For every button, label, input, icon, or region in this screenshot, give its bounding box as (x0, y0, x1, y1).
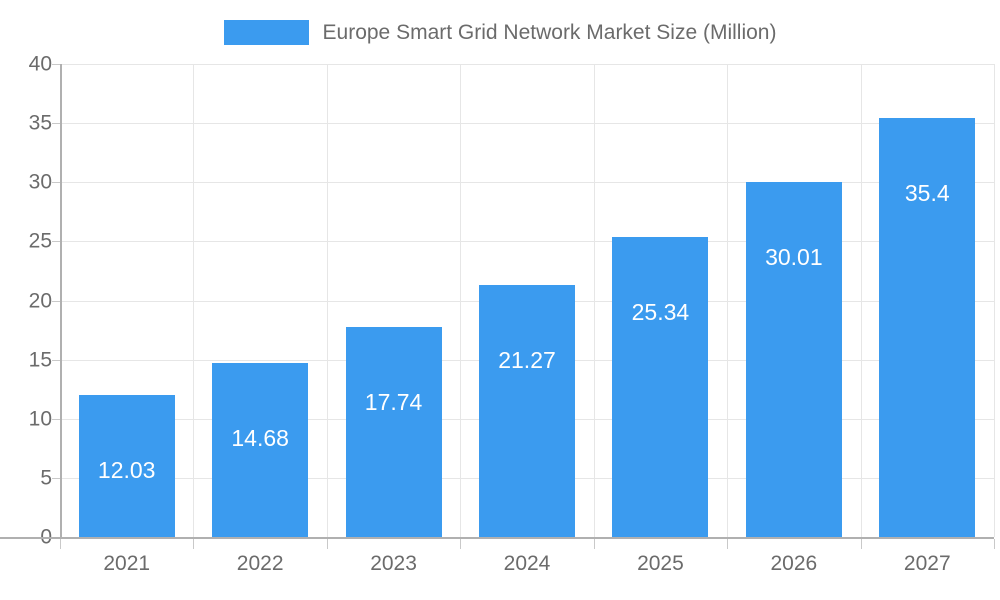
chart-legend: Europe Smart Grid Network Market Size (M… (0, 14, 1000, 50)
y-axis-tick-label: 5 (40, 466, 52, 490)
y-axis-line (60, 64, 62, 538)
gridline-vertical (193, 64, 194, 537)
legend-color-swatch[interactable] (223, 19, 309, 45)
gridline-vertical (327, 64, 328, 537)
x-axis-tick-label: 2027 (903, 552, 951, 575)
bar-value-label: 25.34 (631, 299, 690, 326)
gridline-vertical (727, 64, 728, 537)
x-axis-tick-mark (327, 539, 328, 549)
x-axis-tick-mark (994, 539, 995, 549)
y-axis: 0510152025303540 (0, 0, 60, 600)
bar-value-label: 14.68 (231, 425, 289, 452)
x-axis-tick-mark (193, 539, 194, 549)
bar-value-label: 21.27 (498, 347, 556, 374)
x-axis-tick-mark (727, 539, 728, 549)
x-axis-tick-mark (460, 539, 461, 549)
bar[interactable]: 35.4 (879, 118, 976, 537)
gridline-horizontal (60, 182, 994, 184)
x-axis-tick-label: 2025 (637, 552, 684, 575)
bar[interactable]: 21.27 (479, 285, 575, 537)
x-axis-tick-label: 2023 (370, 552, 417, 575)
gridline-horizontal (60, 123, 994, 125)
y-axis-tick-mark (52, 64, 60, 65)
y-axis-tick-mark (52, 477, 60, 479)
y-axis-tick-mark (52, 123, 60, 125)
plot-area: 12.03 14.68 17.74 21.27 25.34 30.01 35.4 (60, 64, 995, 538)
gridline-vertical (594, 64, 595, 537)
gridline-vertical (861, 64, 862, 537)
bar[interactable]: 25.34 (612, 237, 709, 537)
bar[interactable]: 12.03 (78, 394, 175, 537)
x-axis-line (0, 537, 994, 539)
bar-value-label: 30.01 (765, 244, 823, 271)
bar[interactable]: 14.68 (212, 363, 309, 537)
gridline-horizontal (60, 64, 994, 65)
legend-label[interactable]: Europe Smart Grid Network Market Size (M… (322, 20, 777, 44)
y-axis-tick-label: 35 (28, 111, 52, 135)
y-axis-tick-label: 10 (28, 407, 52, 431)
x-axis-tick-label: 2022 (236, 552, 284, 575)
x-axis-tick-mark (60, 539, 61, 549)
x-axis-tick-mark (594, 539, 595, 549)
y-axis-tick-label: 25 (28, 229, 52, 253)
bar[interactable]: 30.01 (745, 182, 842, 537)
bar[interactable]: 17.74 (345, 327, 442, 537)
x-axis-tick-label: 2021 (103, 552, 151, 575)
gridline-vertical (460, 64, 461, 537)
y-axis-tick-mark (52, 359, 60, 361)
x-axis-tick-mark (861, 539, 862, 549)
y-axis-tick-label: 15 (28, 348, 52, 372)
y-axis-tick-mark (52, 241, 60, 243)
gridline-vertical (994, 64, 995, 537)
y-axis-tick-mark (52, 418, 60, 420)
x-axis-tick-label: 2024 (503, 552, 551, 575)
y-axis-tick-label: 40 (28, 52, 52, 76)
y-axis-tick-mark (52, 182, 60, 184)
y-axis-tick-mark (52, 300, 60, 302)
bar-value-label: 17.74 (364, 389, 423, 416)
gridline-horizontal (60, 241, 994, 243)
y-axis-tick-label: 20 (28, 289, 52, 312)
bar-value-label: 12.03 (97, 456, 156, 483)
x-axis-tick-label: 2026 (770, 552, 818, 575)
bar-value-label: 35.4 (904, 180, 950, 207)
y-axis-tick-label: 30 (28, 170, 52, 194)
